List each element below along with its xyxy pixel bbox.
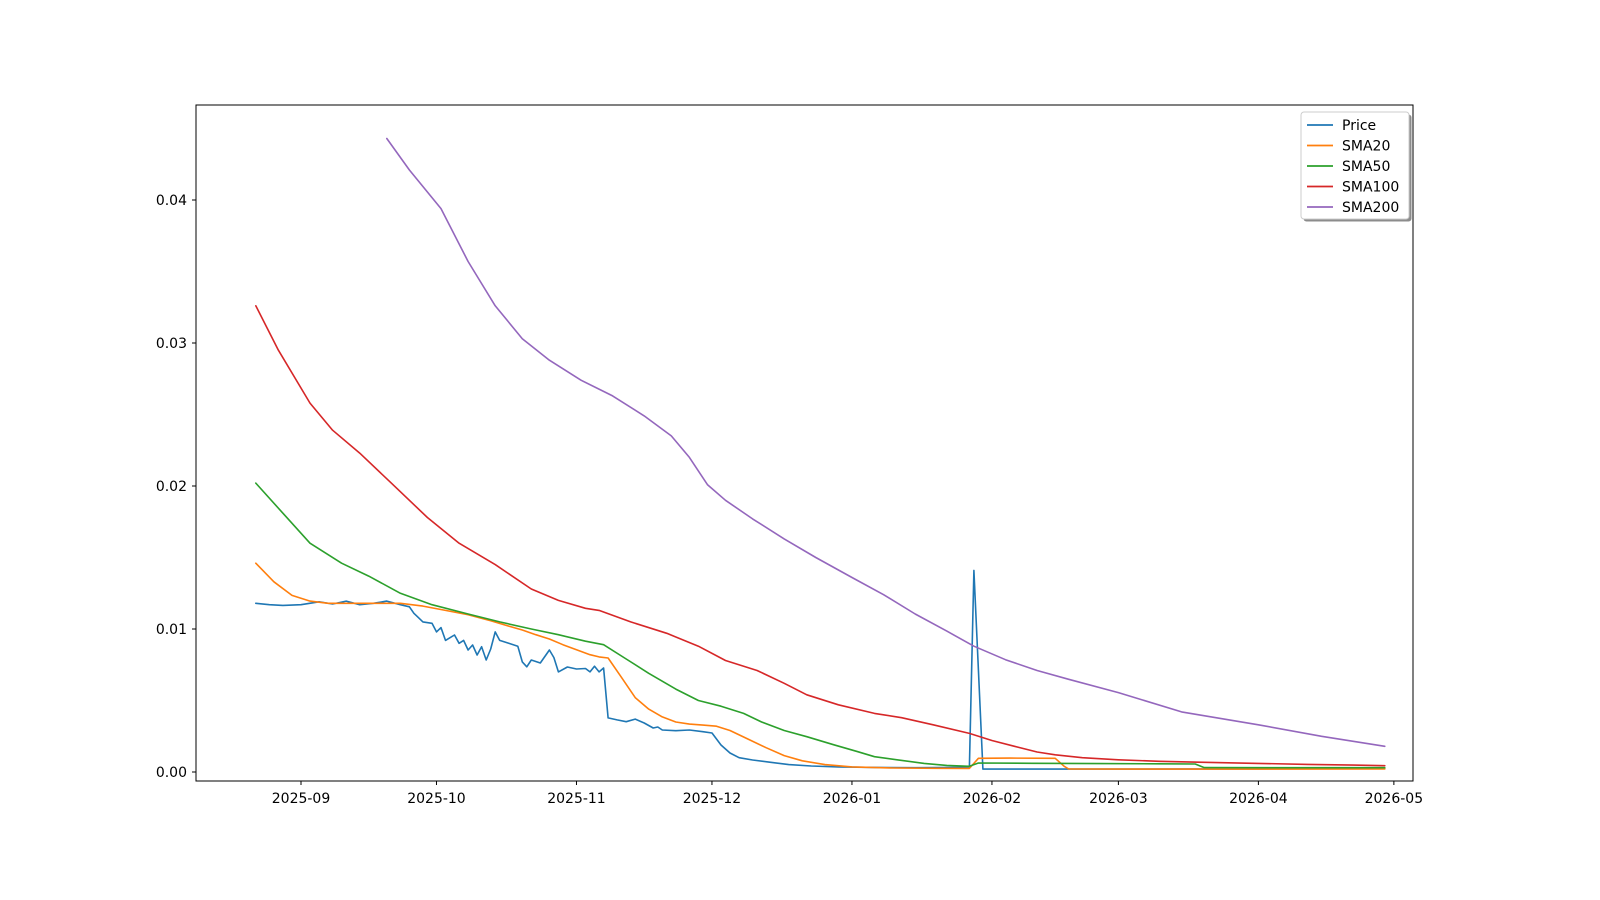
x-tick-label: 2026-03 xyxy=(1089,791,1148,807)
x-tick-label: 2025-10 xyxy=(407,791,466,807)
x-tick-label: 2025-11 xyxy=(547,791,606,807)
legend-label-sma100: SMA100 xyxy=(1342,180,1399,196)
legend-box xyxy=(1300,111,1410,220)
y-tick-label: 0.03 xyxy=(156,336,187,352)
legend-label-price: Price xyxy=(1342,118,1376,134)
sma200-line xyxy=(385,137,1386,748)
y-tick-label: 0.04 xyxy=(156,193,187,209)
x-tick-label: 2025-09 xyxy=(272,791,331,807)
sma50-line xyxy=(255,482,1386,769)
sma20-line xyxy=(255,562,1386,770)
plot-area xyxy=(195,104,1414,782)
x-tick-label: 2025-12 xyxy=(683,791,742,807)
y-tick-label: 0.02 xyxy=(156,479,187,495)
price-line xyxy=(255,569,1386,770)
y-tick-label: 0.01 xyxy=(156,622,187,638)
x-tick-label: 2026-01 xyxy=(823,791,882,807)
x-tick-label: 2026-04 xyxy=(1229,791,1288,807)
legend-label-sma50: SMA50 xyxy=(1342,159,1390,175)
legend-label-sma20: SMA20 xyxy=(1342,139,1390,155)
sma100-line xyxy=(255,304,1386,767)
x-tick-label: 2026-05 xyxy=(1365,791,1424,807)
legend-label-sma200: SMA200 xyxy=(1342,200,1399,216)
x-tick-label: 2026-02 xyxy=(963,791,1022,807)
y-tick-label: 0.00 xyxy=(156,765,187,781)
